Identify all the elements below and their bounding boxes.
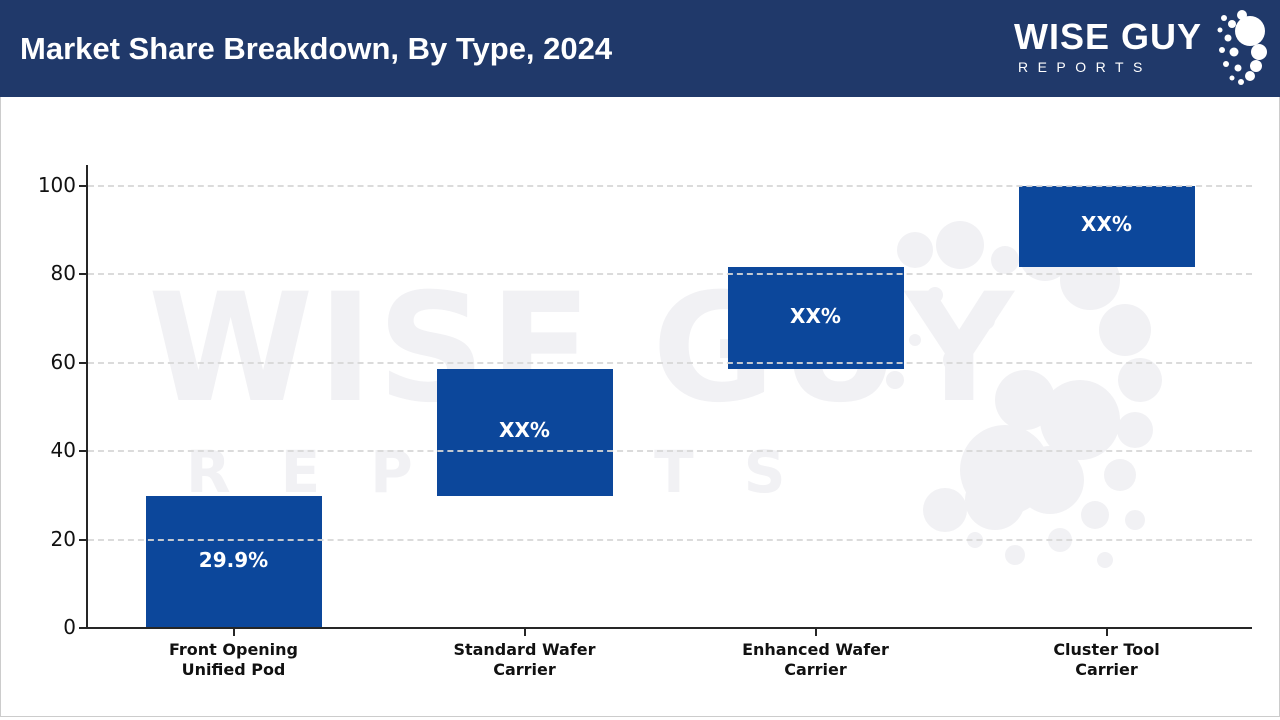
- y-axis-tick: [79, 538, 88, 541]
- y-axis-tick: [79, 361, 88, 364]
- x-axis-category-label: Front Opening Unified Pod: [168, 640, 299, 679]
- y-axis-tick-label: 40: [50, 438, 76, 463]
- brand-logo-subtitle: REPORTS: [1017, 59, 1152, 75]
- x-axis-category-label: Standard Wafer Carrier: [453, 640, 596, 679]
- x-axis-tick: [814, 629, 817, 636]
- bar-front-opening: [145, 495, 322, 628]
- x-axis-tick: [1105, 629, 1108, 636]
- y-axis-tick: [79, 627, 88, 629]
- bar-cluster-tool: [1018, 186, 1195, 267]
- bar-value-label: XX%: [499, 418, 550, 443]
- gridline: [88, 273, 1252, 276]
- brand-logo: WISE GUY REPORTS: [1013, 16, 1202, 76]
- y-axis-tick: [79, 185, 88, 187]
- x-axis-category-label: Enhanced Wafer Carrier: [742, 640, 889, 679]
- bar-standard-wafer: [436, 368, 613, 496]
- gridline: [88, 361, 1252, 364]
- x-axis: [86, 627, 1252, 629]
- header-band: Market Share Breakdown, By Type, 2024 WI…: [0, 0, 1280, 97]
- x-axis-category-label: Cluster Tool Carrier: [1053, 640, 1160, 679]
- gridline: [88, 185, 1252, 187]
- y-axis-tick-label: 20: [50, 526, 76, 551]
- y-axis-tick-label: 60: [50, 349, 76, 374]
- y-axis-tick-label: 80: [50, 261, 76, 286]
- bar-value-label: XX%: [790, 303, 841, 328]
- x-axis-tick: [523, 629, 526, 636]
- y-axis-tick-label: 100: [37, 173, 76, 197]
- gridline: [88, 450, 1252, 453]
- watermark-face-icon: [880, 221, 1162, 568]
- wise-guy-face-icon: [1217, 10, 1267, 85]
- gridline: [88, 538, 1252, 541]
- y-axis-tick: [79, 273, 88, 276]
- y-axis-tick-label: 0: [63, 615, 76, 639]
- bar-enhanced-wafer: [727, 266, 904, 369]
- y-axis-tick: [79, 450, 88, 453]
- bar-value-label: 29.9%: [198, 547, 269, 572]
- x-axis-tick: [232, 629, 235, 636]
- brand-logo-name: WISE GUY: [1013, 16, 1202, 57]
- y-axis: [86, 165, 88, 629]
- page-title: Market Share Breakdown, By Type, 2024: [20, 30, 613, 66]
- bar-value-label: XX%: [1081, 212, 1132, 237]
